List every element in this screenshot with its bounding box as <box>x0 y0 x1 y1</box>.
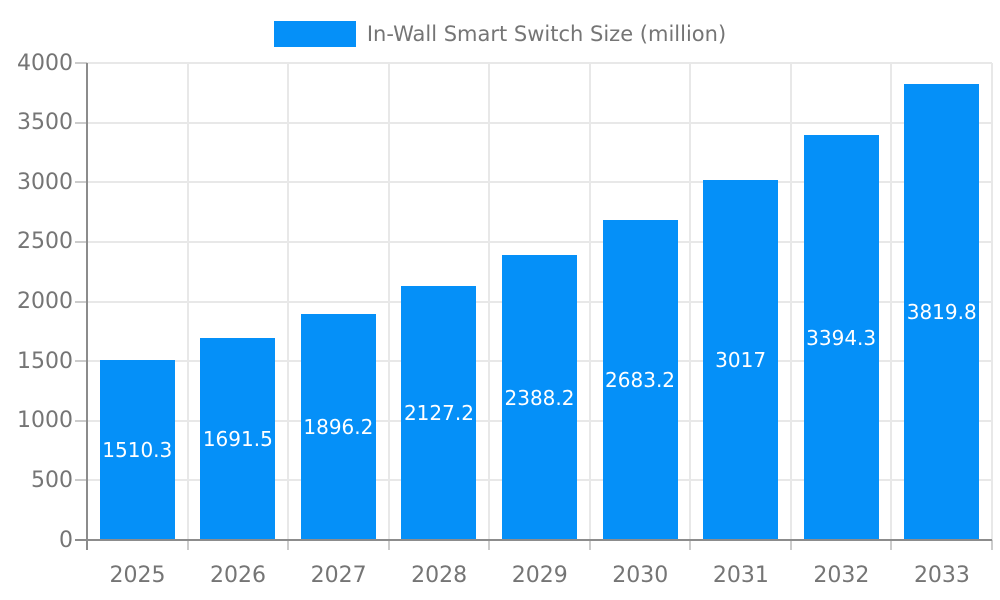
x-axis-tick <box>488 540 491 550</box>
y-axis-tick-label: 4000 <box>17 50 73 76</box>
bar[interactable]: 3394.3 <box>803 135 879 540</box>
bar[interactable]: 1896.2 <box>300 313 376 540</box>
y-axis-tick-label: 0 <box>59 527 73 553</box>
x-axis-tick <box>588 540 591 550</box>
x-axis-tick <box>387 540 390 550</box>
gridline-vertical <box>890 63 893 540</box>
y-axis-tick-label: 3000 <box>17 169 73 195</box>
x-axis-tick <box>689 540 692 550</box>
bar[interactable]: 1510.3 <box>99 359 175 540</box>
x-axis-tick-label: 2031 <box>712 562 769 588</box>
bar[interactable]: 3819.8 <box>904 84 980 540</box>
gridline-horizontal <box>87 181 992 184</box>
y-axis-tick-label: 2000 <box>17 289 73 314</box>
x-axis-tick-label: 2028 <box>411 562 468 588</box>
gridline-vertical <box>689 63 692 540</box>
bar[interactable]: 1691.5 <box>200 338 276 540</box>
bar-value-label: 1510.3 <box>102 437 173 462</box>
y-axis-tick-label: 1500 <box>17 348 73 374</box>
x-axis-tick-label: 2027 <box>310 562 367 588</box>
gridline-horizontal <box>87 121 992 124</box>
bar-value-label: 1896.2 <box>303 414 374 439</box>
y-axis-tick <box>75 300 87 303</box>
y-axis-tick <box>75 181 87 184</box>
x-axis-line <box>75 539 992 541</box>
y-axis-tick <box>75 121 87 124</box>
gridline-horizontal <box>87 62 992 64</box>
y-axis-tick-label: 1000 <box>17 408 73 434</box>
y-axis-tick-label: 3500 <box>17 110 73 136</box>
legend-item[interactable]: In-Wall Smart Switch Size (million) <box>0 18 1000 50</box>
bar-value-label: 2683.2 <box>605 368 676 392</box>
gridline-vertical <box>287 63 290 540</box>
y-axis-tick <box>75 479 87 482</box>
bar-value-label: 3819.8 <box>906 300 977 325</box>
x-axis-tick <box>890 540 893 550</box>
y-axis-tick <box>75 419 87 422</box>
bar[interactable]: 2388.2 <box>502 255 577 540</box>
gridline-vertical <box>488 63 491 540</box>
x-axis-tick-label: 2025 <box>109 562 166 588</box>
x-axis-tick-label: 2032 <box>813 562 870 588</box>
x-axis-tick <box>991 540 993 550</box>
gridline-vertical <box>186 63 189 540</box>
y-axis-tick <box>75 240 87 243</box>
y-axis-tick <box>75 360 87 363</box>
bar-value-label: 3394.3 <box>806 325 877 350</box>
legend-label: In-Wall Smart Switch Size (million) <box>366 22 727 46</box>
bar-value-label: 2127.2 <box>403 401 474 426</box>
x-axis-tick-label: 2030 <box>612 562 669 588</box>
x-axis-tick <box>789 540 792 550</box>
x-axis-tick <box>186 540 189 550</box>
bar-value-label: 3017 <box>715 348 767 373</box>
gridline-vertical <box>789 63 792 540</box>
gridline-vertical <box>387 63 390 540</box>
bar[interactable]: 2127.2 <box>401 286 477 540</box>
gridline-vertical <box>991 63 993 540</box>
x-axis-tick-label: 2029 <box>511 562 568 588</box>
gridline-horizontal <box>87 240 992 243</box>
y-axis-tick-label: 2500 <box>17 229 73 255</box>
x-axis-tick <box>287 540 290 550</box>
bar-value-label: 2388.2 <box>504 385 575 410</box>
y-axis-line <box>86 63 88 550</box>
bar-value-label: 1691.5 <box>202 427 273 452</box>
y-axis-tick-label: 500 <box>31 467 73 493</box>
x-axis-tick-label: 2033 <box>913 562 970 588</box>
y-axis-tick <box>75 62 87 64</box>
x-axis-tick-label: 2026 <box>210 562 267 588</box>
bar[interactable]: 2683.2 <box>602 220 678 540</box>
bar[interactable]: 3017 <box>703 180 779 540</box>
gridline-vertical <box>588 63 591 540</box>
legend-swatch-icon <box>273 21 356 47</box>
